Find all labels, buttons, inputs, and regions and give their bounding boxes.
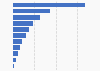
Bar [13, 15, 40, 20]
Bar [13, 51, 18, 56]
Bar [13, 58, 16, 62]
Bar [13, 39, 22, 44]
Bar [13, 9, 50, 13]
Bar [13, 45, 20, 50]
Bar [13, 64, 14, 68]
Bar [13, 27, 29, 32]
Bar [13, 21, 33, 26]
Bar [13, 3, 85, 7]
Bar [13, 33, 26, 38]
